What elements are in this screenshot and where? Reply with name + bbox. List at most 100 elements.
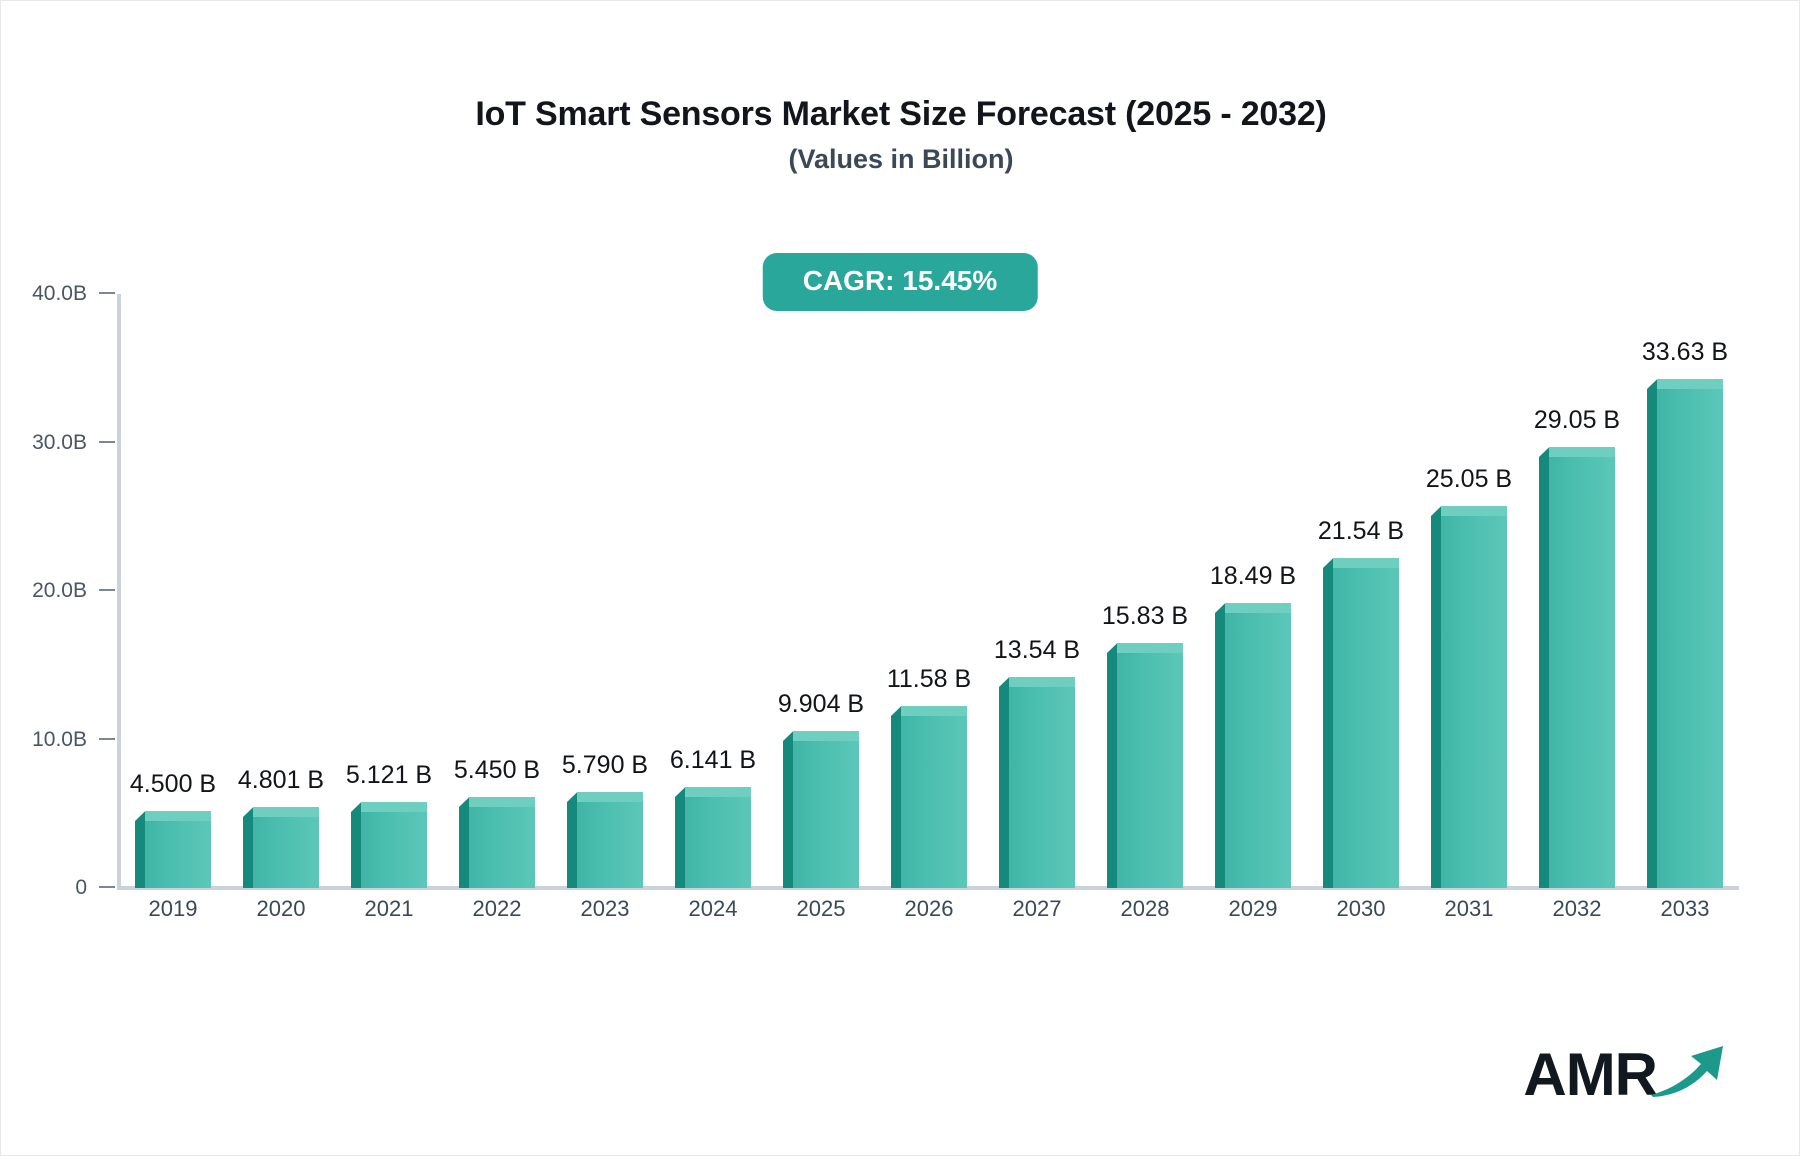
bar-group: 21.54 B bbox=[1318, 294, 1404, 888]
bar-side-face bbox=[783, 740, 794, 888]
bar-group: 4.801 B bbox=[238, 294, 324, 888]
x-axis-label: 2031 bbox=[1444, 896, 1494, 921]
bar-value-label: 4.500 B bbox=[129, 770, 217, 799]
bar-side-face bbox=[567, 802, 578, 888]
bar-front-face bbox=[1225, 613, 1291, 888]
bar-side-face bbox=[1539, 456, 1550, 888]
chart-subtitle: (Values in Billion) bbox=[788, 144, 1014, 174]
bar[interactable] bbox=[1323, 558, 1399, 888]
bar-top-face bbox=[1549, 446, 1615, 457]
bar[interactable] bbox=[1647, 378, 1723, 888]
bar-value-label: 15.83 B bbox=[1101, 601, 1189, 630]
bar[interactable] bbox=[567, 792, 643, 888]
x-axis-label: 2033 bbox=[1660, 896, 1710, 921]
amr-logo: AMR bbox=[1523, 1040, 1727, 1105]
bar-front-face bbox=[469, 807, 535, 888]
bar-group: 6.141 B bbox=[670, 294, 756, 888]
bar-top-face bbox=[253, 806, 319, 817]
x-axis-label: 2028 bbox=[1120, 896, 1170, 921]
bar-top-face bbox=[1333, 558, 1399, 569]
bar-side-face bbox=[891, 716, 902, 888]
x-axis-label: 2023 bbox=[580, 896, 630, 921]
x-axis-label: 2025 bbox=[796, 896, 846, 921]
bar-side-face bbox=[459, 807, 470, 888]
bar[interactable] bbox=[459, 797, 535, 888]
bar-front-face bbox=[1333, 568, 1399, 888]
bar[interactable] bbox=[243, 806, 319, 888]
bar-side-face bbox=[351, 811, 362, 888]
bar-front-face bbox=[1009, 686, 1075, 888]
bar-top-face bbox=[361, 801, 427, 812]
y-axis-tick-mark bbox=[99, 886, 115, 889]
cagr-badge: CAGR: 15.45% bbox=[762, 253, 1038, 311]
bar-group: 5.450 B bbox=[454, 294, 540, 888]
bar-group: 11.58 B bbox=[887, 294, 971, 888]
bar[interactable] bbox=[999, 676, 1075, 888]
bar-top-face bbox=[577, 792, 643, 803]
bar[interactable] bbox=[1215, 603, 1291, 888]
y-axis-tick: 10.0B bbox=[32, 728, 119, 752]
y-axis-tick-mark bbox=[99, 737, 115, 740]
bar[interactable] bbox=[135, 811, 211, 888]
bar[interactable] bbox=[675, 786, 751, 888]
bar-group: 29.05 B bbox=[1534, 294, 1620, 888]
bar[interactable] bbox=[351, 801, 427, 888]
x-axis-label: 2024 bbox=[688, 896, 738, 921]
bar-group: 25.05 B bbox=[1426, 294, 1512, 888]
bar-front-face bbox=[1549, 456, 1615, 888]
bar-front-face bbox=[1117, 652, 1183, 888]
bar-group: 5.121 B bbox=[346, 294, 432, 888]
x-axis-line bbox=[117, 886, 1739, 890]
y-axis-tick-mark bbox=[99, 440, 115, 443]
y-axis-tick-label: 0 bbox=[75, 876, 87, 899]
bar[interactable] bbox=[1107, 642, 1183, 888]
bar-value-label: 5.790 B bbox=[561, 751, 649, 780]
bar-top-face bbox=[1009, 676, 1075, 687]
bar[interactable] bbox=[891, 706, 967, 888]
bar-side-face bbox=[999, 686, 1010, 888]
bar-top-face bbox=[1441, 506, 1507, 517]
bar[interactable] bbox=[783, 730, 859, 888]
bar-series: 4.500 B 4.801 B 5.121 B 5.450 B 5.790 B 6.141… bbox=[119, 294, 1739, 888]
bar-top-face bbox=[1117, 642, 1183, 653]
bar-value-label: 25.05 B bbox=[1425, 465, 1513, 494]
y-axis-tick-mark bbox=[99, 589, 115, 592]
bar-value-label: 11.58 B bbox=[886, 665, 972, 694]
bar[interactable] bbox=[1431, 506, 1507, 888]
bar-front-face bbox=[253, 816, 319, 888]
bar-side-face bbox=[1431, 516, 1442, 888]
amr-logo-text: AMR bbox=[1523, 1041, 1658, 1108]
bar-value-label: 6.141 B bbox=[669, 745, 757, 774]
y-axis-tick-mark bbox=[99, 292, 115, 295]
bar-side-face bbox=[135, 821, 146, 888]
bar-group: 13.54 B bbox=[994, 294, 1080, 888]
bar-front-face bbox=[901, 716, 967, 888]
bar-side-face bbox=[1215, 613, 1226, 888]
bar-group: 33.63 B bbox=[1642, 294, 1728, 888]
bar-value-label: 4.801 B bbox=[237, 765, 325, 794]
bar-value-label: 21.54 B bbox=[1317, 517, 1405, 546]
y-axis-tick-label: 30.0B bbox=[32, 430, 87, 454]
bar-group: 4.500 B bbox=[130, 294, 216, 888]
y-axis-tick-label: 10.0B bbox=[32, 727, 87, 751]
bar-value-label: 5.450 B bbox=[453, 756, 541, 785]
bar-front-face bbox=[145, 821, 211, 888]
bar-top-face bbox=[1225, 603, 1291, 614]
bar-top-face bbox=[685, 786, 751, 797]
bar-value-label: 13.54 B bbox=[993, 635, 1081, 664]
bar-front-face bbox=[793, 740, 859, 888]
bar-front-face bbox=[577, 802, 643, 888]
bar-group: 18.49 B bbox=[1210, 294, 1296, 888]
growth-arrow-icon bbox=[1649, 1040, 1727, 1103]
x-axis-label: 2032 bbox=[1552, 896, 1602, 921]
bar-top-face bbox=[1657, 378, 1723, 389]
plot-area: 40.0B 30.0B 20.0B 10.0B 0 4.500 B 4.801 B 5.12… bbox=[32, 282, 1739, 921]
y-axis-tick: 30.0B bbox=[32, 431, 119, 455]
bar-top-face bbox=[793, 730, 859, 741]
bar-top-face bbox=[145, 811, 211, 822]
bar[interactable] bbox=[1539, 446, 1615, 888]
bar-side-face bbox=[675, 796, 686, 888]
bar-value-label: 5.121 B bbox=[345, 760, 433, 789]
x-axis-label: 2020 bbox=[256, 896, 306, 921]
bar-group: 9.904 B bbox=[778, 294, 864, 888]
